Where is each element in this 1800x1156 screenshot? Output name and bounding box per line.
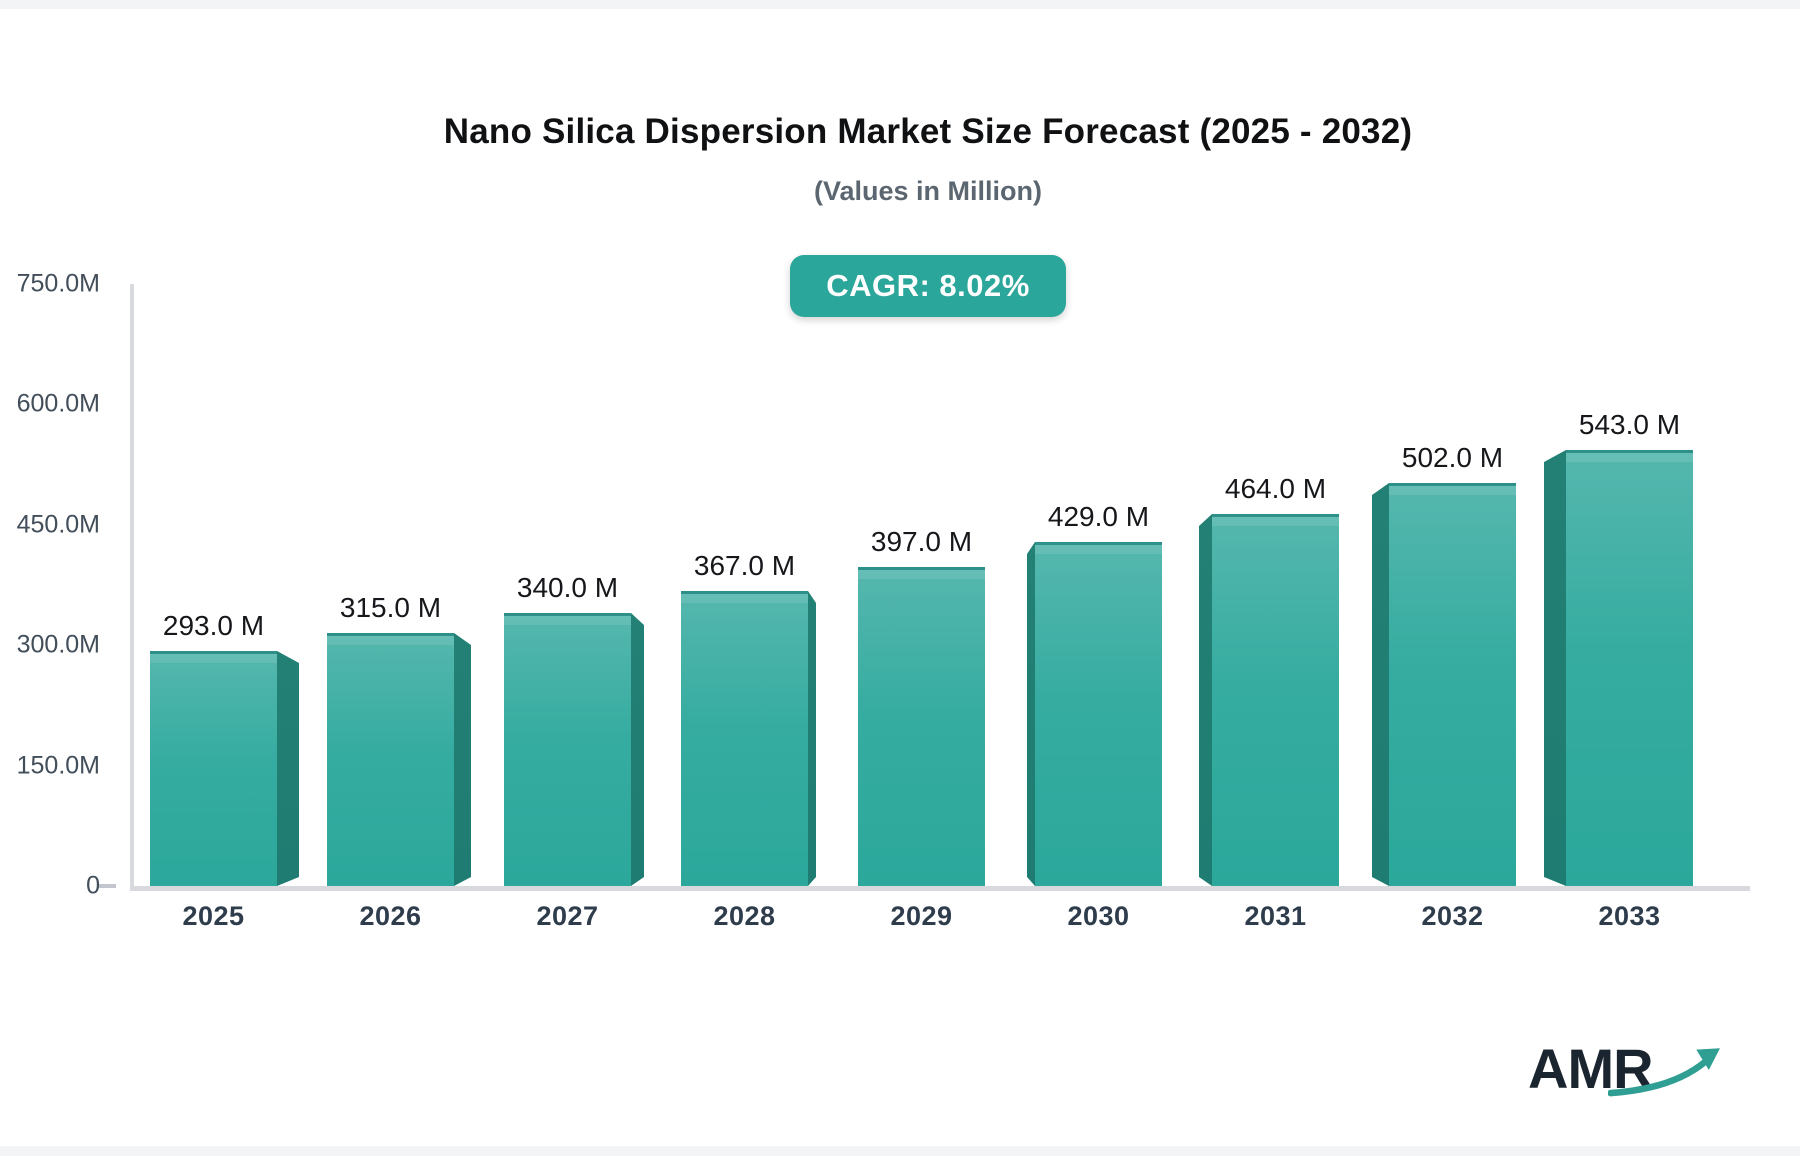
y-tick-label: 450.0M bbox=[16, 510, 100, 539]
bar-top-highlight bbox=[1566, 453, 1693, 462]
bar-top-highlight bbox=[504, 616, 631, 625]
amr-logo: AMR bbox=[1520, 1030, 1730, 1120]
cagr-badge: CAGR: 8.02% bbox=[790, 255, 1066, 317]
bottom-edge-strip bbox=[0, 1146, 1800, 1156]
bar-value-label: 464.0 M bbox=[1224, 473, 1327, 504]
bar-side-face bbox=[277, 651, 299, 886]
bar-top-highlight bbox=[1035, 545, 1162, 554]
bar-value-label: 315.0 M bbox=[339, 592, 442, 623]
x-axis-year-label: 2029 bbox=[890, 901, 953, 931]
x-axis-year-label: 2025 bbox=[182, 901, 245, 931]
y-tick-label: 600.0M bbox=[16, 389, 100, 418]
bar-value-label: 397.0 M bbox=[870, 526, 973, 557]
bar-side-face bbox=[808, 591, 816, 886]
bar-side-face bbox=[1544, 450, 1566, 886]
y-tick-label: 0 bbox=[86, 871, 100, 900]
y-tick-label: 150.0M bbox=[16, 751, 100, 780]
bar-top-highlight bbox=[1212, 517, 1339, 526]
bar-2028[interactable] bbox=[681, 591, 808, 886]
zero-tick-mark bbox=[97, 884, 116, 888]
y-axis-line bbox=[130, 284, 134, 891]
x-axis-year-label: 2031 bbox=[1244, 901, 1307, 931]
y-tick-label: 750.0M bbox=[16, 269, 100, 298]
bar-side-face bbox=[1027, 542, 1035, 886]
bar-2029[interactable] bbox=[858, 567, 985, 886]
bar-2025[interactable] bbox=[150, 651, 277, 886]
x-axis-year-label: 2030 bbox=[1067, 901, 1130, 931]
bar-top-highlight bbox=[150, 654, 277, 663]
x-axis-year-label: 2033 bbox=[1598, 901, 1661, 931]
bar-top-highlight bbox=[1389, 486, 1516, 495]
bar-2032[interactable] bbox=[1389, 483, 1516, 886]
bar-2031[interactable] bbox=[1212, 514, 1339, 886]
bar-value-label: 340.0 M bbox=[516, 572, 619, 603]
bar-side-face bbox=[631, 613, 644, 886]
x-axis-year-label: 2028 bbox=[713, 901, 776, 931]
y-tick-label: 300.0M bbox=[16, 630, 100, 659]
bar-side-face bbox=[1372, 483, 1389, 886]
bar-value-label: 543.0 M bbox=[1578, 409, 1681, 440]
bar-2026[interactable] bbox=[327, 633, 454, 886]
chart-subtitle: (Values in Million) bbox=[813, 176, 1043, 206]
bar-value-label: 293.0 M bbox=[162, 610, 265, 641]
bar-top-highlight bbox=[681, 594, 808, 603]
x-axis-year-label: 2026 bbox=[359, 901, 422, 931]
bar-2030[interactable] bbox=[1035, 542, 1162, 886]
trend-up-arrow-icon bbox=[1608, 1048, 1720, 1097]
bar-side-face bbox=[454, 633, 471, 886]
bar-value-label: 502.0 M bbox=[1401, 442, 1504, 473]
x-axis-year-label: 2032 bbox=[1421, 901, 1484, 931]
bar-value-label: 367.0 M bbox=[693, 550, 796, 581]
x-axis-year-label: 2027 bbox=[536, 901, 599, 931]
bar-top-highlight bbox=[327, 636, 454, 645]
x-axis-line bbox=[130, 886, 1750, 891]
bar-value-label: 429.0 M bbox=[1047, 501, 1150, 532]
bar-side-face bbox=[1199, 514, 1212, 886]
bar-2033[interactable] bbox=[1566, 450, 1693, 886]
top-edge-strip bbox=[0, 0, 1800, 9]
bar-top-highlight bbox=[858, 570, 985, 579]
chart-title: Nano Silica Dispersion Market Size Forec… bbox=[443, 112, 1413, 151]
bar-2027[interactable] bbox=[504, 613, 631, 886]
